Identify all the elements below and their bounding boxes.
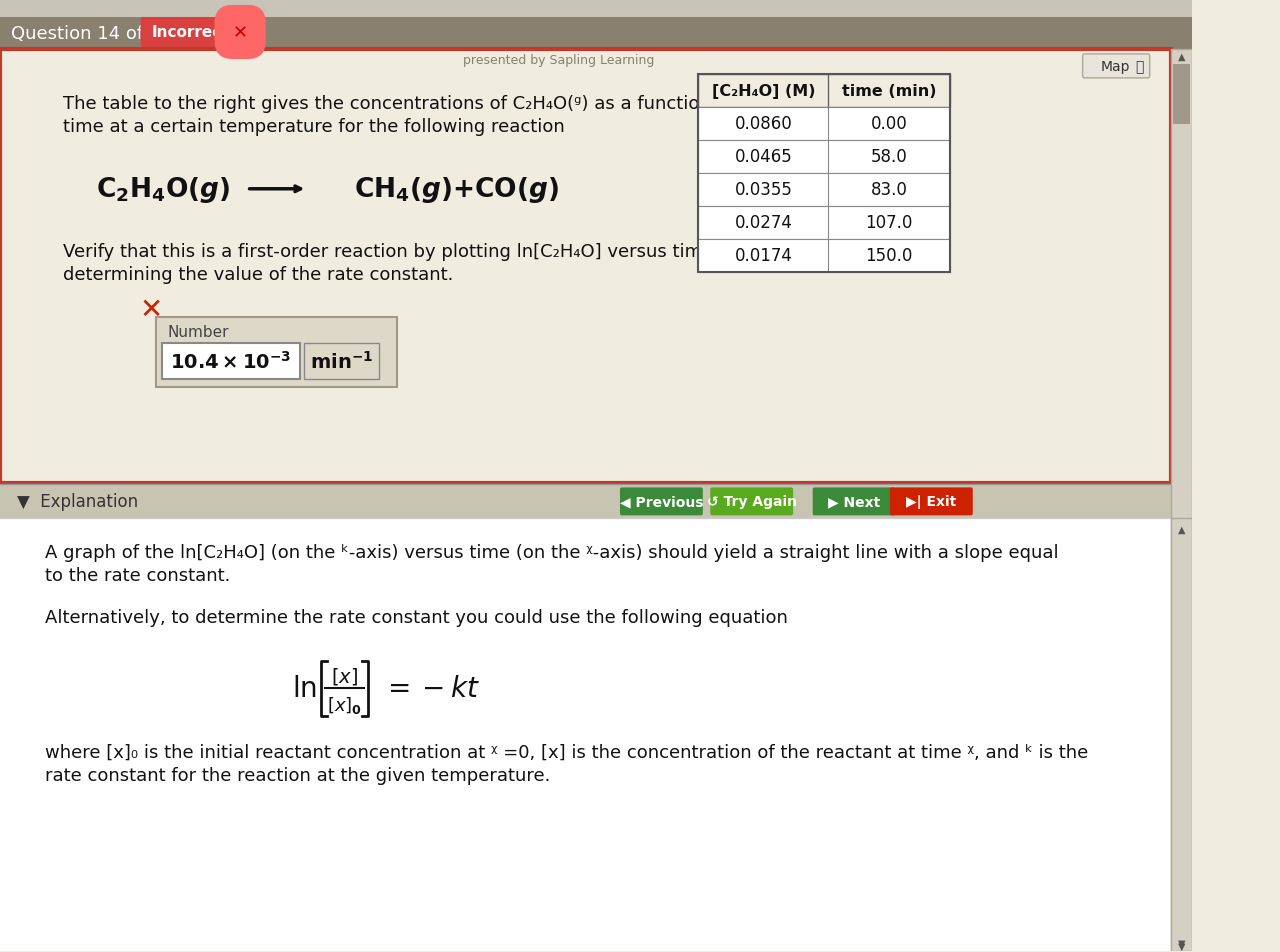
- Text: A graph of the ln[C₂H₄O] (on the ᵏ-axis) versus time (on the ᵡ-axis) should yiel: A graph of the ln[C₂H₄O] (on the ᵏ-axis)…: [45, 544, 1059, 562]
- FancyBboxPatch shape: [1083, 55, 1149, 79]
- Bar: [0, 18, 1192, 50]
- Text: 107.0: 107.0: [865, 214, 913, 232]
- Text: Number: Number: [168, 325, 229, 339]
- Text: 0.0174: 0.0174: [735, 247, 792, 265]
- Text: rate constant for the reaction at the given temperature.: rate constant for the reaction at the gi…: [45, 766, 550, 784]
- Text: $[x]$: $[x]$: [332, 665, 358, 686]
- Text: determining the value of the rate constant.: determining the value of the rate consta…: [63, 266, 453, 284]
- Bar: [0, 50, 1171, 484]
- Text: Verify that this is a first-order reaction by plotting ln[C₂H₄O] versus time and: Verify that this is a first-order reacti…: [63, 243, 753, 261]
- Text: ▼: ▼: [1178, 938, 1185, 948]
- Text: Question 14 of 20: Question 14 of 20: [12, 25, 172, 43]
- Bar: [0, 519, 1171, 951]
- Text: 0.0860: 0.0860: [735, 115, 792, 133]
- FancyBboxPatch shape: [141, 18, 242, 48]
- Text: 58.0: 58.0: [870, 149, 908, 167]
- Text: ▼  Explanation: ▼ Explanation: [17, 493, 138, 511]
- Text: Alternatively, to determine the rate constant you could use the following equati: Alternatively, to determine the rate con…: [45, 608, 787, 626]
- Text: time (min): time (min): [842, 84, 936, 99]
- Text: time at a certain temperature for the following reaction: time at a certain temperature for the fo…: [63, 118, 564, 136]
- Text: The table to the right gives the concentrations of C₂H₄O(ᵍ) as a function of: The table to the right gives the concent…: [63, 95, 733, 112]
- Bar: [305, 344, 379, 379]
- Text: $\mathbf{min^{-1}}$: $\mathbf{min^{-1}}$: [310, 350, 374, 372]
- Bar: [156, 317, 397, 387]
- Text: ▶| Exit: ▶| Exit: [906, 495, 956, 509]
- Text: Map: Map: [1101, 60, 1130, 74]
- Bar: [698, 75, 950, 272]
- Text: 0.0355: 0.0355: [735, 181, 792, 199]
- Text: 🗺: 🗺: [1135, 60, 1143, 74]
- Text: 0.0274: 0.0274: [735, 214, 792, 232]
- Bar: [0, 0, 1192, 18]
- Text: 0.00: 0.00: [870, 115, 908, 133]
- Text: ✕: ✕: [233, 24, 248, 42]
- Text: $= -kt$: $= -kt$: [381, 675, 480, 702]
- Bar: [698, 141, 950, 173]
- Bar: [698, 207, 950, 240]
- Text: Incorrect: Incorrect: [152, 26, 229, 40]
- Bar: [1171, 50, 1192, 951]
- Text: ▶ Next: ▶ Next: [828, 495, 881, 509]
- Text: [C₂H₄O] (M): [C₂H₄O] (M): [712, 84, 815, 99]
- Text: ▼: ▼: [1178, 941, 1185, 951]
- FancyBboxPatch shape: [620, 487, 703, 516]
- Bar: [1172, 65, 1189, 125]
- Text: $\mathbf{C_2H_4O}$$\boldsymbol{(g)}$: $\mathbf{C_2H_4O}$$\boldsymbol{(g)}$: [96, 174, 230, 205]
- Text: ✕: ✕: [140, 295, 163, 324]
- Text: ↺ Try Again: ↺ Try Again: [707, 495, 796, 509]
- Bar: [0, 485, 1171, 519]
- FancyBboxPatch shape: [890, 487, 973, 516]
- Text: to the rate constant.: to the rate constant.: [45, 566, 230, 585]
- Text: ◀ Previous: ◀ Previous: [620, 495, 703, 509]
- Bar: [698, 108, 950, 141]
- Text: 83.0: 83.0: [870, 181, 908, 199]
- Text: ▲: ▲: [1178, 524, 1185, 534]
- Text: ▲: ▲: [1178, 51, 1185, 62]
- Bar: [698, 75, 950, 108]
- Text: $\mathrm{ln}$: $\mathrm{ln}$: [292, 675, 316, 702]
- Text: 0.0465: 0.0465: [735, 149, 792, 167]
- Text: presented by Sapling Learning: presented by Sapling Learning: [463, 54, 654, 68]
- Bar: [698, 173, 950, 207]
- Text: $[x]_{\mathbf{0}}$: $[x]_{\mathbf{0}}$: [326, 694, 362, 715]
- Bar: [0, 50, 1171, 71]
- FancyBboxPatch shape: [813, 487, 896, 516]
- Text: where [x]₀ is the initial reactant concentration at ᵡ =0, [x] is the concentrati: where [x]₀ is the initial reactant conce…: [45, 744, 1088, 762]
- FancyBboxPatch shape: [710, 487, 794, 516]
- Text: $\mathbf{10.4 \times 10^{-3}}$: $\mathbf{10.4 \times 10^{-3}}$: [170, 350, 292, 372]
- Bar: [698, 240, 950, 272]
- Text: $\mathbf{CH_4}$$\boldsymbol{(g)}$$\mathbf{ + CO}$$\boldsymbol{(g)}$: $\mathbf{CH_4}$$\boldsymbol{(g)}$$\mathb…: [353, 174, 558, 205]
- Bar: [1171, 519, 1192, 951]
- Text: 150.0: 150.0: [865, 247, 913, 265]
- Bar: [163, 344, 300, 379]
